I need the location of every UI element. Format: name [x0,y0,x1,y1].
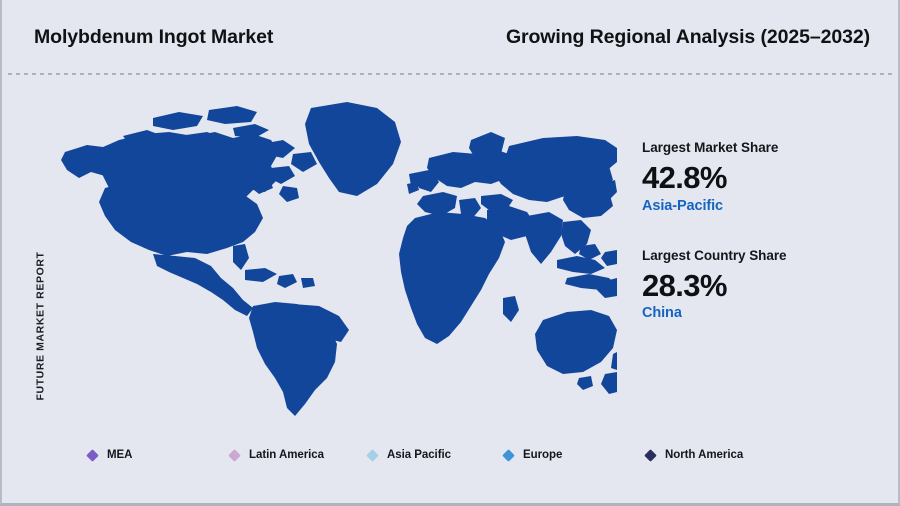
legend-diamond-icon [502,448,515,462]
brand-side-label-text: FUTURE MARKET REPORT [35,251,47,401]
legend-item-north-america: North America [644,448,744,462]
page-title: Molybdenum Ingot Market [34,25,274,48]
header: Molybdenum Ingot Market Growing Regional… [2,0,898,74]
legend-item-asia-pacific: Asia Pacific [366,448,504,462]
legend-diamond-icon [86,448,99,462]
legend-label: Europe [523,449,563,461]
stat-region: Asia-Pacific [642,197,724,214]
header-subtitle: Growing Regional Analysis (2025–2032) [505,25,870,48]
world-map [57,92,617,422]
map-legend: MEA Latin America Asia Pacific Europe No… [86,445,828,465]
stat-label: Largest Country Share [642,247,787,263]
stat-value: 42.8% [642,160,728,195]
world-map-landmasses [61,102,617,416]
stat-block-country-share: Largest Country Share 28.3% China [642,248,887,322]
stat-region: China [642,305,682,322]
world-map-svg [61,102,617,416]
legend-label: Latin America [249,449,324,461]
stat-label: Largest Market Share [642,140,779,155]
stat-block-market-share: Largest Market Share 42.8% Asia-Pacific [642,140,887,214]
legend-label: Asia Pacific [387,449,451,461]
legend-diamond-icon [644,448,657,462]
stats-panel: Largest Market Share 42.8% Asia-Pacific … [642,140,887,321]
legend-label: North America [665,449,744,461]
legend-item-latin-america: Latin America [228,448,368,462]
stat-value: 28.3% [642,267,728,303]
legend-diamond-icon [366,448,379,462]
legend-label: MEA [107,449,133,461]
legend-item-europe: Europe [502,448,646,462]
legend-diamond-icon [228,448,241,462]
header-divider [8,73,892,75]
legend-item-mea: MEA [86,448,230,462]
brand-side-label: FUTURE MARKET REPORT [32,236,50,416]
